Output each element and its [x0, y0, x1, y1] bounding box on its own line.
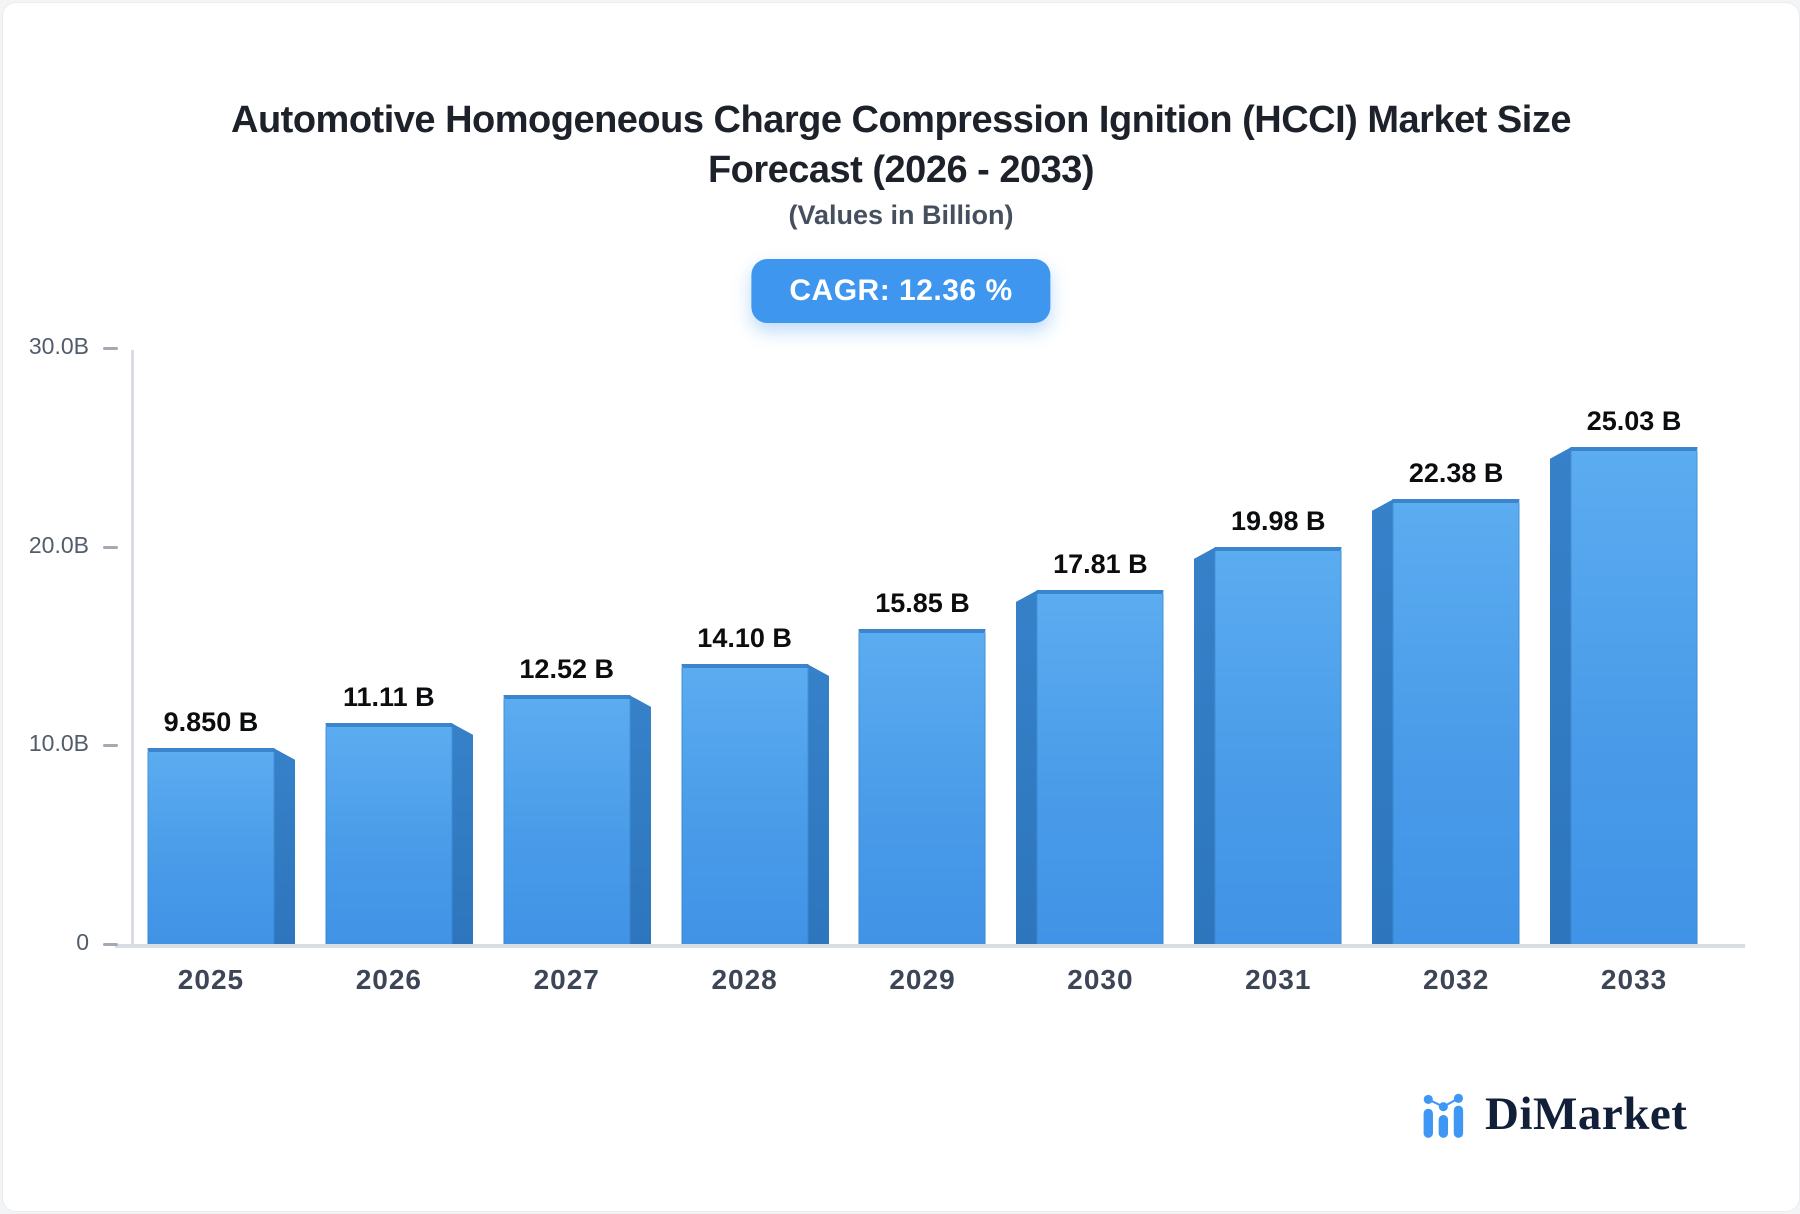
bar-2025[interactable] [147, 748, 275, 944]
y-tick-dash [103, 744, 118, 748]
x-tick-2033: 2033 [1600, 964, 1668, 995]
bar-group-2025: 9.850 B [122, 348, 300, 944]
bar-plot-area: 9.850 B 11.11 B 12.52 B 14.10 B 15.85 B 17.81… [122, 348, 1723, 944]
bar-3d-side [1015, 590, 1038, 944]
bar-chart-with-dots-icon [1423, 1093, 1464, 1138]
dimarket-logo: DiMarket [1421, 1091, 1687, 1138]
chart-title-line2: Forecast (2026 - 2033) [707, 149, 1095, 191]
bar-2027[interactable] [503, 695, 631, 944]
bar-value-label-2025: 9.850 B [163, 707, 259, 737]
chart-title: Automotive Homogeneous Charge Compressio… [3, 95, 1799, 195]
bar-group-2028: 14.10 B [656, 348, 834, 944]
y-tick-dash [103, 347, 118, 350]
x-tick-2030: 2030 [1067, 964, 1134, 995]
chart-subtitle: (Values in Billion) [788, 200, 1014, 230]
y-axis-line [131, 350, 134, 946]
y-tick-label-10.0B: 10.0B [28, 730, 89, 757]
y-tick-dash [103, 545, 118, 549]
chart-title-line1: Automotive Homogeneous Charge Compressio… [231, 99, 1571, 141]
x-axis-labels: 2025 2026 2027 2028 2029 2030 2031 2032 2033 [122, 964, 1723, 996]
bar-group-2032: 22.38 B [1367, 348, 1545, 944]
bar-3d-side [1371, 499, 1394, 944]
bar-group-2031: 19.98 B [1189, 348, 1367, 944]
bar-3d-side [1549, 447, 1572, 944]
bar-3d-side [1193, 547, 1216, 944]
bar-2026[interactable] [325, 723, 453, 944]
bar-2028[interactable] [681, 664, 809, 944]
bar-3d-side [451, 723, 474, 944]
bar-value-label-2027: 12.52 B [519, 654, 614, 684]
bar-2031[interactable] [1214, 547, 1342, 944]
x-tick-2031: 2031 [1245, 964, 1312, 995]
bar-3d-side [273, 748, 296, 944]
bar-2029[interactable] [858, 629, 986, 944]
x-axis-line [115, 944, 1745, 948]
bar-value-label-2032: 22.38 B [1408, 458, 1504, 488]
bar-group-2030: 17.81 B [1011, 348, 1189, 944]
x-tick-2025: 2025 [177, 964, 245, 995]
bar-value-label-2028: 14.10 B [697, 623, 792, 653]
bar-group-2026: 11.11 B [300, 348, 478, 944]
bar-3d-side [807, 664, 830, 944]
y-tick-label-0: 0 [76, 929, 89, 955]
y-tick-label-20.0B: 20.0B [28, 531, 89, 558]
x-tick-2028: 2028 [711, 964, 778, 995]
y-tick-dash [103, 943, 118, 946]
bar-value-label-2033: 25.03 B [1586, 406, 1682, 436]
x-tick-2029: 2029 [889, 964, 956, 995]
bar-2032[interactable] [1392, 499, 1520, 944]
x-tick-2027: 2027 [533, 964, 600, 995]
bar-group-2029: 15.85 B [834, 348, 1012, 944]
bar-2030[interactable] [1036, 590, 1164, 944]
bar-value-label-2026: 11.11 B [343, 682, 435, 712]
y-tick-label-30.0B: 30.0B [28, 333, 89, 359]
bar-value-label-2030: 17.81 B [1053, 549, 1148, 579]
cagr-badge: CAGR: 12.36 % [751, 259, 1051, 323]
logo-text: DiMarket [1485, 1088, 1688, 1140]
bar-2033[interactable] [1570, 447, 1698, 944]
x-tick-2026: 2026 [355, 964, 422, 995]
bar-group-2033: 25.03 B [1545, 348, 1723, 944]
bar-group-2027: 12.52 B [478, 348, 656, 944]
bar-value-label-2031: 19.98 B [1230, 506, 1326, 536]
x-tick-2032: 2032 [1423, 964, 1490, 995]
bar-3d-side [629, 695, 652, 944]
bar-value-label-2029: 15.85 B [875, 588, 970, 618]
